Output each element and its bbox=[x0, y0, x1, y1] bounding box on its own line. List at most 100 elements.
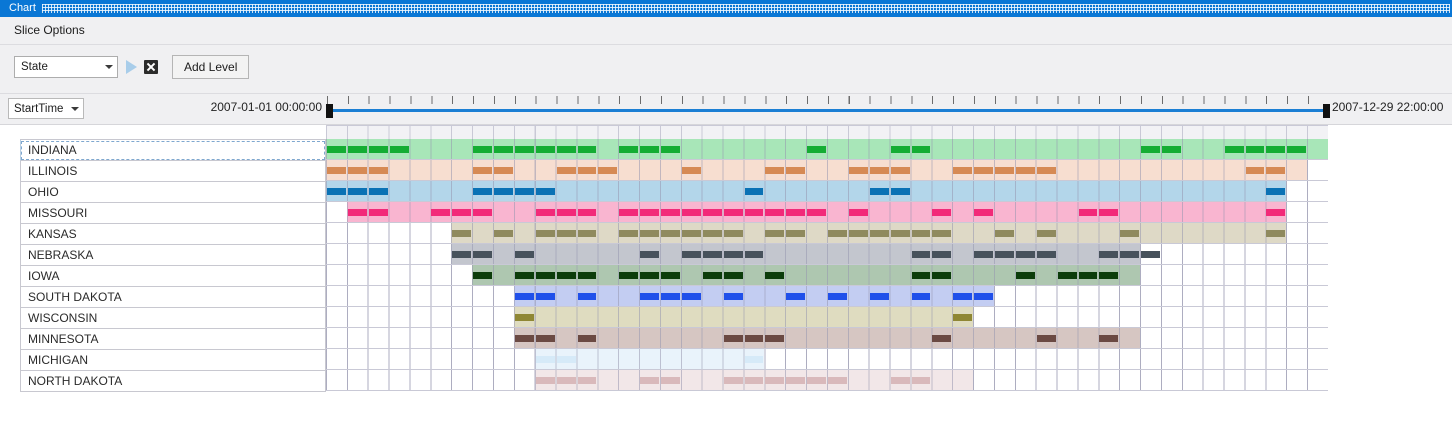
chart-segment[interactable] bbox=[807, 209, 826, 216]
timeline-range-slider[interactable] bbox=[326, 96, 1330, 122]
chart-segment[interactable] bbox=[661, 272, 680, 279]
chart-segment[interactable] bbox=[368, 188, 388, 195]
chart-segment[interactable] bbox=[577, 335, 597, 342]
chart-segment[interactable] bbox=[848, 167, 868, 174]
chart-segment[interactable] bbox=[911, 293, 931, 300]
chart-segment[interactable] bbox=[1036, 230, 1056, 237]
chart-segment[interactable] bbox=[556, 146, 576, 153]
chart-segment[interactable] bbox=[911, 251, 931, 258]
chart-segment[interactable] bbox=[640, 272, 659, 279]
chart-segment[interactable] bbox=[1224, 146, 1244, 153]
chart-segment[interactable] bbox=[1099, 335, 1119, 342]
chart-segment[interactable] bbox=[723, 377, 743, 384]
chart-segment[interactable] bbox=[535, 293, 555, 300]
chart-segment[interactable] bbox=[452, 209, 472, 216]
chart-segment[interactable] bbox=[1266, 209, 1286, 216]
chart-segment[interactable] bbox=[368, 167, 388, 174]
chart-segment[interactable] bbox=[765, 209, 785, 216]
chart-segment[interactable] bbox=[869, 293, 889, 300]
chart-segment[interactable] bbox=[890, 188, 910, 195]
chart-segment[interactable] bbox=[661, 377, 680, 384]
chart-segment[interactable] bbox=[327, 167, 346, 174]
chart-segment[interactable] bbox=[535, 209, 555, 216]
chart-segment[interactable] bbox=[890, 230, 910, 237]
chart-segment[interactable] bbox=[828, 230, 847, 237]
chart-segment[interactable] bbox=[848, 209, 868, 216]
chart-segment[interactable] bbox=[473, 188, 492, 195]
chart-segment[interactable] bbox=[723, 293, 743, 300]
chart-segment[interactable] bbox=[786, 293, 806, 300]
chart-segment[interactable] bbox=[494, 146, 513, 153]
chart-segment[interactable] bbox=[494, 230, 513, 237]
chart-segment[interactable] bbox=[535, 230, 555, 237]
chart-segment[interactable] bbox=[911, 146, 931, 153]
chart-segment[interactable] bbox=[765, 230, 785, 237]
chart-segment[interactable] bbox=[828, 377, 847, 384]
chart-segment[interactable] bbox=[556, 230, 576, 237]
chart-segment[interactable] bbox=[535, 356, 555, 363]
chart-segment[interactable] bbox=[681, 230, 701, 237]
chart-segment[interactable] bbox=[347, 146, 367, 153]
chart-segment[interactable] bbox=[1099, 209, 1119, 216]
chart-segment[interactable] bbox=[514, 146, 534, 153]
chart-segment[interactable] bbox=[702, 209, 722, 216]
chart-segment[interactable] bbox=[452, 230, 472, 237]
chart-segment[interactable] bbox=[1266, 167, 1286, 174]
chart-segment[interactable] bbox=[681, 167, 701, 174]
chart-segment[interactable] bbox=[368, 209, 388, 216]
slider-thumb-start[interactable] bbox=[326, 104, 333, 118]
chart-segment[interactable] bbox=[869, 167, 889, 174]
state-label-row[interactable]: NEBRASKA bbox=[20, 245, 326, 266]
chart-segment[interactable] bbox=[1057, 272, 1077, 279]
chart-segment[interactable] bbox=[765, 272, 785, 279]
chart-segment[interactable] bbox=[514, 293, 534, 300]
chart-segment[interactable] bbox=[744, 377, 764, 384]
add-level-button[interactable]: Add Level bbox=[172, 55, 250, 79]
chart-segment[interactable] bbox=[932, 272, 952, 279]
chart-segment[interactable] bbox=[786, 167, 806, 174]
chart-segment[interactable] bbox=[953, 167, 973, 174]
chart-segment[interactable] bbox=[1266, 188, 1286, 195]
chart-segment[interactable] bbox=[1141, 146, 1160, 153]
chart-segment[interactable] bbox=[535, 335, 555, 342]
chart-segment[interactable] bbox=[890, 377, 910, 384]
chart-segment[interactable] bbox=[431, 209, 451, 216]
chart-segment[interactable] bbox=[807, 377, 826, 384]
level-select[interactable]: State bbox=[14, 56, 118, 78]
chart-segment[interactable] bbox=[452, 251, 472, 258]
chart-segment[interactable] bbox=[640, 251, 659, 258]
chart-segment[interactable] bbox=[661, 293, 680, 300]
chart-segment[interactable] bbox=[577, 293, 597, 300]
chart-segment[interactable] bbox=[389, 146, 409, 153]
chart-segment[interactable] bbox=[765, 167, 785, 174]
chart-segment[interactable] bbox=[744, 209, 764, 216]
chart-segment[interactable] bbox=[1015, 272, 1035, 279]
state-label-row[interactable]: IOWA bbox=[20, 266, 326, 287]
chart-segment[interactable] bbox=[786, 209, 806, 216]
chart-segment[interactable] bbox=[974, 167, 993, 174]
chart-segment[interactable] bbox=[514, 335, 534, 342]
chart-segment[interactable] bbox=[661, 230, 680, 237]
chart-segment[interactable] bbox=[974, 209, 993, 216]
chart-segment[interactable] bbox=[1120, 230, 1140, 237]
delete-level-button[interactable] bbox=[142, 56, 160, 78]
time-field-select[interactable]: StartTime bbox=[8, 98, 84, 119]
chart-segment[interactable] bbox=[1015, 251, 1035, 258]
chart-segment[interactable] bbox=[744, 251, 764, 258]
state-label-row[interactable]: MICHIGAN bbox=[20, 350, 326, 371]
chart-segment[interactable] bbox=[640, 209, 659, 216]
chart-segment[interactable] bbox=[723, 251, 743, 258]
chart-segment[interactable] bbox=[577, 167, 597, 174]
chart-segment[interactable] bbox=[723, 209, 743, 216]
chart-segment[interactable] bbox=[473, 146, 492, 153]
chart-segment[interactable] bbox=[828, 293, 847, 300]
chart-segment[interactable] bbox=[765, 377, 785, 384]
chart-row[interactable] bbox=[326, 160, 1328, 181]
chart-row[interactable] bbox=[326, 223, 1328, 244]
chart-segment[interactable] bbox=[995, 251, 1014, 258]
chart-segment[interactable] bbox=[327, 146, 346, 153]
chart-segment[interactable] bbox=[953, 314, 973, 321]
chart-segment[interactable] bbox=[702, 230, 722, 237]
chart-segment[interactable] bbox=[556, 272, 576, 279]
chart-segment[interactable] bbox=[723, 272, 743, 279]
